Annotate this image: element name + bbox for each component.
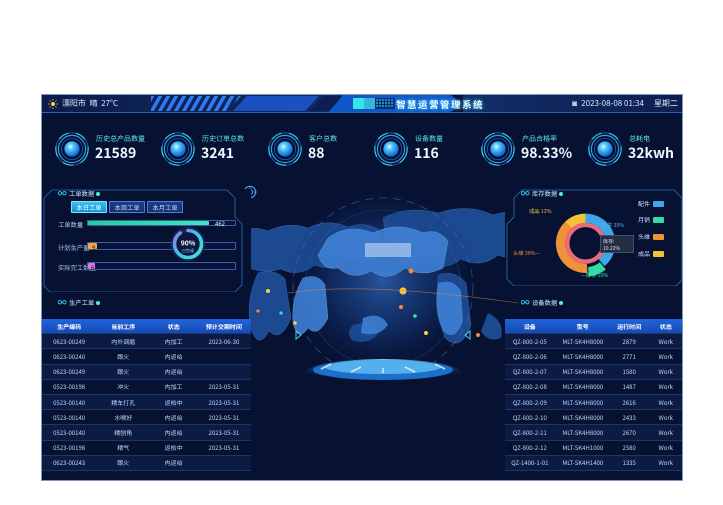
- svg-text:已完成: 已完成: [182, 248, 194, 254]
- svg-text:90%: 90%: [181, 238, 196, 248]
